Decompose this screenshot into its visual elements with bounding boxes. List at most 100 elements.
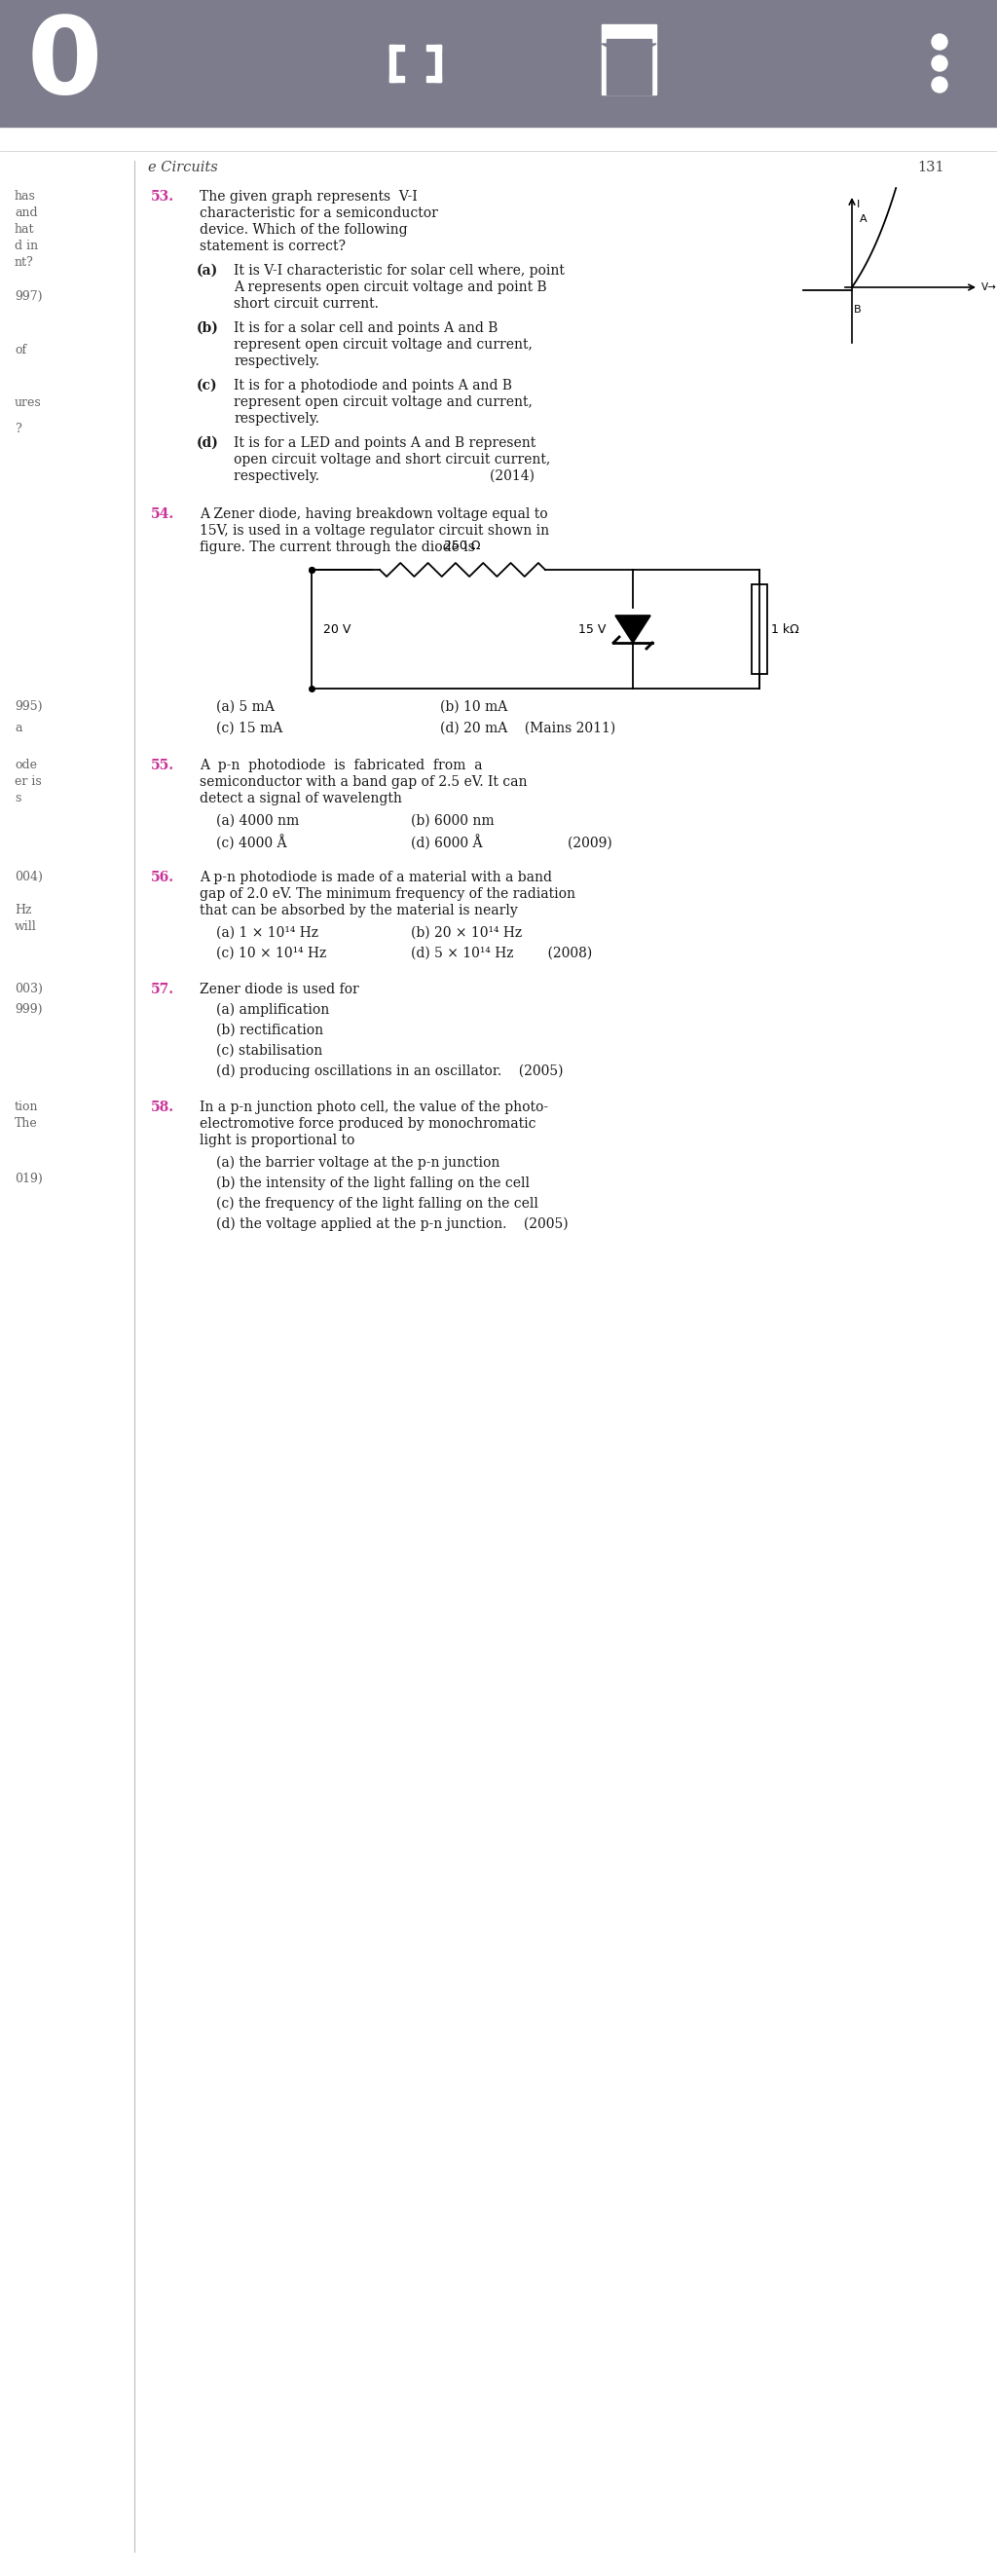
Circle shape (932, 57, 947, 72)
Text: The given graph represents  V-I: The given graph represents V-I (199, 191, 418, 204)
Text: short circuit current.: short circuit current. (233, 296, 379, 312)
Text: It is for a solar cell and points A and B: It is for a solar cell and points A and … (233, 322, 498, 335)
Text: (b) the intensity of the light falling on the cell: (b) the intensity of the light falling o… (216, 1177, 529, 1190)
Bar (602, 23, 656, 95)
Text: (d) 5 × 10¹⁴ Hz        (2008): (d) 5 × 10¹⁴ Hz (2008) (411, 945, 592, 961)
Text: (c) stabilisation: (c) stabilisation (216, 1043, 322, 1059)
Text: A  p-n  photodiode  is  fabricated  from  a: A p-n photodiode is fabricated from a (199, 760, 483, 773)
Polygon shape (602, 44, 656, 59)
Text: (c): (c) (196, 379, 217, 392)
Text: ures: ures (15, 397, 42, 410)
Text: Zener diode is used for: Zener diode is used for (199, 981, 359, 997)
Text: 58.: 58. (151, 1100, 174, 1115)
Bar (606, 39, 651, 95)
Text: A p-n photodiode is made of a material with a band: A p-n photodiode is made of a material w… (199, 871, 552, 884)
Text: 0: 0 (27, 10, 103, 116)
Text: (b) 20 × 10¹⁴ Hz: (b) 20 × 10¹⁴ Hz (411, 927, 522, 940)
Text: ode: ode (15, 760, 37, 770)
Text: characteristic for a semiconductor: characteristic for a semiconductor (199, 206, 438, 219)
Text: respectively.: respectively. (233, 355, 319, 368)
Text: (b) 10 mA: (b) 10 mA (440, 701, 507, 714)
Text: 997): 997) (15, 291, 42, 304)
Text: (a) 4000 nm: (a) 4000 nm (216, 814, 299, 827)
Circle shape (932, 33, 947, 49)
Text: 250 Ω: 250 Ω (445, 538, 481, 551)
Text: a: a (15, 721, 22, 734)
Text: (d) the voltage applied at the p-n junction.    (2005): (d) the voltage applied at the p-n junct… (216, 1218, 568, 1231)
Text: It is V-I characteristic for solar cell where, point: It is V-I characteristic for solar cell … (233, 263, 564, 278)
Text: respectively.                                        (2014): respectively. (2014) (233, 469, 534, 484)
Text: (c) 15 mA: (c) 15 mA (216, 721, 282, 734)
Text: (c) the frequency of the light falling on the cell: (c) the frequency of the light falling o… (216, 1198, 538, 1211)
Bar (390, 44, 395, 82)
Text: 15 V: 15 V (578, 623, 605, 636)
Text: 15V, is used in a voltage regulator circuit shown in: 15V, is used in a voltage regulator circ… (199, 523, 549, 538)
Text: (a) the barrier voltage at the p-n junction: (a) the barrier voltage at the p-n junct… (216, 1157, 499, 1170)
Text: gap of 2.0 eV. The minimum frequency of the radiation: gap of 2.0 eV. The minimum frequency of … (199, 886, 575, 902)
Text: 019): 019) (15, 1172, 43, 1185)
Bar (427, 75, 441, 82)
Bar (436, 44, 441, 82)
Text: 57.: 57. (151, 981, 174, 997)
Text: It is for a photodiode and points A and B: It is for a photodiode and points A and … (233, 379, 512, 392)
Text: (d): (d) (196, 435, 219, 451)
Text: A represents open circuit voltage and point B: A represents open circuit voltage and po… (233, 281, 546, 294)
Text: (b) 6000 nm: (b) 6000 nm (411, 814, 495, 827)
Text: e Circuits: e Circuits (148, 160, 218, 175)
Text: Hz: Hz (15, 904, 32, 917)
Text: 131: 131 (917, 160, 944, 175)
Text: (a) 1 × 10¹⁴ Hz: (a) 1 × 10¹⁴ Hz (216, 927, 318, 940)
Text: detect a signal of wavelength: detect a signal of wavelength (199, 791, 402, 806)
Text: In a p-n junction photo cell, the value of the photo-: In a p-n junction photo cell, the value … (199, 1100, 548, 1115)
Text: hat: hat (15, 224, 35, 234)
Text: ?: ? (15, 422, 21, 435)
Text: It is for a LED and points A and B represent: It is for a LED and points A and B repre… (233, 435, 535, 451)
Text: s: s (15, 791, 21, 804)
Text: A Zener diode, having breakdown voltage equal to: A Zener diode, having breakdown voltage … (199, 507, 547, 520)
Text: The: The (15, 1118, 38, 1131)
Text: light is proportional to: light is proportional to (199, 1133, 355, 1146)
Bar (752, 585, 768, 675)
Text: semiconductor with a band gap of 2.5 eV. It can: semiconductor with a band gap of 2.5 eV.… (199, 775, 527, 788)
Text: 003): 003) (15, 981, 43, 994)
Text: tion: tion (15, 1100, 39, 1113)
Text: 999): 999) (15, 1002, 42, 1015)
Text: (b): (b) (196, 322, 219, 335)
Text: device. Which of the following: device. Which of the following (199, 224, 408, 237)
Text: d in: d in (15, 240, 38, 252)
Text: (c) 10 × 10¹⁴ Hz: (c) 10 × 10¹⁴ Hz (216, 945, 326, 961)
Text: represent open circuit voltage and current,: represent open circuit voltage and curre… (233, 394, 532, 410)
Text: represent open circuit voltage and current,: represent open circuit voltage and curre… (233, 337, 532, 350)
Text: open circuit voltage and short circuit current,: open circuit voltage and short circuit c… (233, 453, 550, 466)
Text: (a) amplification: (a) amplification (216, 1002, 329, 1018)
Text: nt?: nt? (15, 255, 34, 268)
Text: B: B (853, 304, 861, 314)
Text: (b) rectification: (b) rectification (216, 1023, 323, 1038)
Polygon shape (615, 616, 650, 644)
Text: 004): 004) (15, 871, 43, 884)
Bar (0, 0, 997, 126)
Text: (d) producing oscillations in an oscillator.    (2005): (d) producing oscillations in an oscilla… (216, 1064, 563, 1079)
Text: (d) 20 mA    (Mains 2011): (d) 20 mA (Mains 2011) (440, 721, 615, 734)
Bar (427, 44, 441, 52)
Text: 1 kΩ: 1 kΩ (771, 623, 800, 636)
Text: 53.: 53. (151, 191, 174, 204)
Text: (d) 6000 Å                    (2009): (d) 6000 Å (2009) (411, 835, 612, 850)
Bar (390, 75, 404, 82)
Text: has: has (15, 191, 36, 204)
Bar (390, 44, 404, 52)
Text: 56.: 56. (151, 871, 174, 884)
Text: V→: V→ (981, 283, 997, 291)
Text: 995): 995) (15, 701, 42, 714)
Text: 20 V: 20 V (323, 623, 351, 636)
Text: 54.: 54. (151, 507, 174, 520)
Circle shape (932, 77, 947, 93)
Text: I: I (856, 201, 860, 209)
Text: respectively.: respectively. (233, 412, 319, 425)
Text: (c) 4000 Å: (c) 4000 Å (216, 835, 287, 850)
Text: that can be absorbed by the material is nearly: that can be absorbed by the material is … (199, 904, 517, 917)
Text: 55.: 55. (151, 760, 174, 773)
Text: electromotive force produced by monochromatic: electromotive force produced by monochro… (199, 1118, 536, 1131)
Text: (a) 5 mA: (a) 5 mA (216, 701, 274, 714)
Text: er is: er is (15, 775, 42, 788)
